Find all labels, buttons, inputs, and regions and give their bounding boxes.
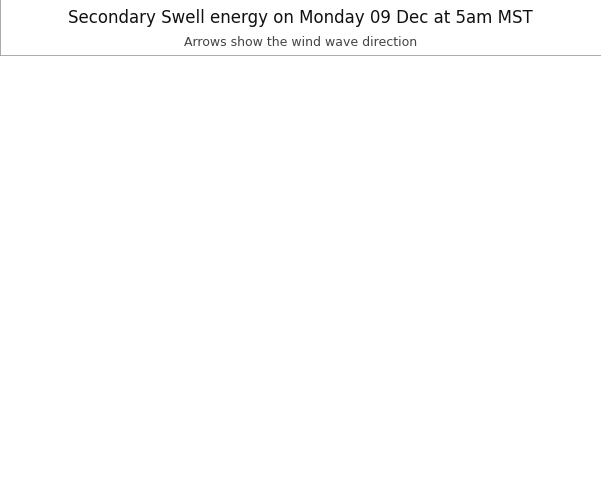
Text: cartopy error:
No module named 'cartopy': cartopy error: No module named 'cartopy' [213,258,388,286]
Text: Secondary Swell energy on Monday 09 Dec at 5am MST: Secondary Swell energy on Monday 09 Dec … [68,9,533,27]
Text: Arrows show the wind wave direction: Arrows show the wind wave direction [184,36,417,49]
